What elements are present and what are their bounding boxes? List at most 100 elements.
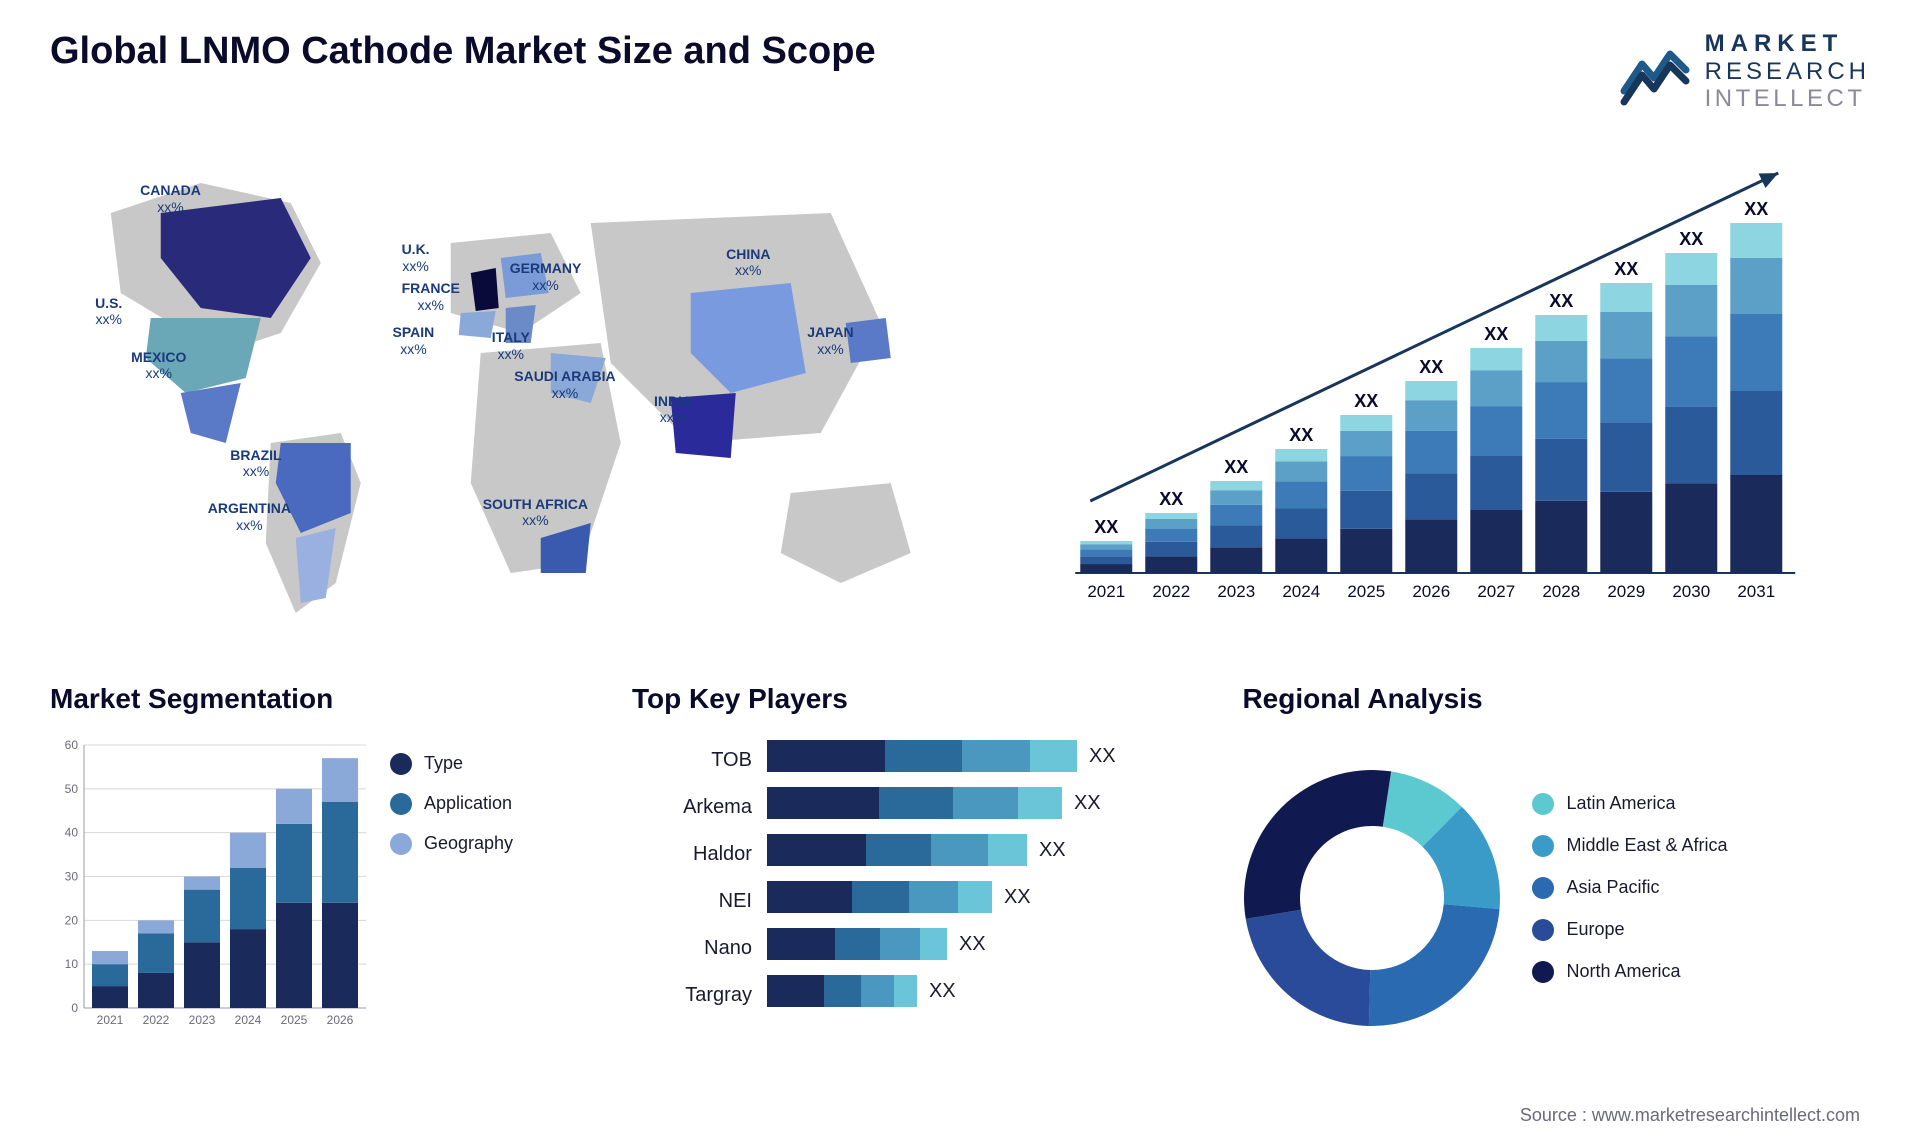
svg-text:20: 20	[65, 913, 79, 927]
player-value: XX	[1074, 792, 1101, 815]
player-bar-segment	[824, 975, 862, 1007]
growth-bar-segment	[1211, 547, 1263, 573]
segmentation-legend: Type Application Geography	[390, 733, 560, 1063]
donut-slice	[1244, 770, 1391, 919]
players-bars-column: XXXXXXXXXXXX	[767, 733, 1202, 1015]
player-label: TOB	[632, 737, 752, 784]
growth-bar-segment	[1406, 431, 1458, 473]
growth-bar-segment	[1276, 508, 1328, 538]
player-bar-segment	[988, 834, 1027, 866]
growth-bar-segment	[1731, 223, 1783, 258]
growth-bar-segment	[1211, 490, 1263, 505]
logo-text-2: RESEARCH	[1705, 58, 1870, 86]
growth-bar-segment	[1601, 492, 1653, 573]
growth-bar-segment	[1146, 513, 1198, 519]
map-svg	[50, 143, 951, 633]
growth-bar-value: XX	[1095, 517, 1119, 537]
growth-bar-segment	[1406, 381, 1458, 400]
player-bar-segment	[1018, 787, 1062, 819]
map-label: CHINAxx%	[726, 246, 770, 280]
player-bar-segment	[953, 787, 1018, 819]
seg-legend-item: Type	[390, 753, 560, 775]
growth-bar-segment	[1536, 315, 1588, 341]
segmentation-title: Market Segmentation	[50, 683, 592, 715]
growth-bar-segment	[1601, 358, 1653, 422]
growth-bar-segment	[1081, 549, 1133, 556]
player-bar-segment	[962, 740, 1030, 772]
growth-bar-segment	[1406, 400, 1458, 431]
growth-bar-segment	[1666, 483, 1718, 573]
growth-bar-segment	[1211, 481, 1263, 490]
growth-bar-segment	[1081, 556, 1133, 564]
growth-bar-value: XX	[1225, 457, 1249, 477]
player-label: Nano	[632, 925, 752, 972]
player-bar-segment	[909, 881, 959, 913]
seg-bar-segment	[184, 889, 220, 942]
player-row: XX	[767, 968, 1202, 1015]
seg-bar-segment	[276, 824, 312, 903]
growth-bar-segment	[1341, 491, 1393, 529]
svg-text:50: 50	[65, 782, 79, 796]
player-row: XX	[767, 827, 1202, 874]
growth-bar-segment	[1081, 541, 1133, 544]
growth-bar-value: XX	[1355, 391, 1379, 411]
players-label-column: TOBArkemaHaldorNEINanoTargray	[632, 733, 752, 1019]
player-bar-segment	[767, 834, 866, 866]
key-players-title: Top Key Players	[632, 683, 1202, 715]
logo-icon	[1620, 36, 1695, 106]
player-row: XX	[767, 733, 1202, 780]
seg-legend-item: Geography	[390, 833, 560, 855]
growth-bar-value: XX	[1550, 291, 1574, 311]
map-label: GERMANYxx%	[510, 260, 582, 294]
player-bar-segment	[879, 787, 953, 819]
player-value: XX	[1004, 886, 1031, 909]
seg-bar-segment	[138, 973, 174, 1008]
seg-bar-segment	[276, 903, 312, 1008]
growth-bar-segment	[1406, 519, 1458, 573]
svg-text:40: 40	[65, 825, 79, 839]
map-label: SPAINxx%	[393, 324, 435, 358]
player-bar-segment	[767, 975, 824, 1007]
svg-text:2022: 2022	[143, 1013, 170, 1027]
seg-legend-item: Application	[390, 793, 560, 815]
player-bar-segment	[880, 928, 920, 960]
growth-bar-segment	[1731, 475, 1783, 573]
map-label: INDIAxx%	[654, 393, 692, 427]
growth-bar-value: XX	[1485, 324, 1509, 344]
growth-year-label: 2024	[1283, 582, 1321, 601]
growth-bar-value: XX	[1680, 229, 1704, 249]
key-players-panel: Top Key Players TOBArkemaHaldorNEINanoTa…	[632, 683, 1202, 1063]
regional-panel: Regional Analysis Latin AmericaMiddle Ea…	[1242, 683, 1870, 1063]
growth-bar-segment	[1536, 439, 1588, 501]
seg-bar-segment	[184, 876, 220, 889]
growth-bar-segment	[1276, 481, 1328, 508]
growth-bar-segment	[1146, 556, 1198, 573]
growth-bar-value: XX	[1745, 199, 1769, 219]
growth-bar-segment	[1276, 461, 1328, 481]
growth-bar-segment	[1276, 449, 1328, 461]
player-bar-segment	[767, 787, 879, 819]
seg-bar-segment	[322, 802, 358, 903]
logo-text-3: INTELLECT	[1705, 85, 1870, 113]
logo-text-1: MARKET	[1705, 30, 1870, 58]
svg-text:2021: 2021	[97, 1013, 124, 1027]
donut-slice	[1369, 904, 1500, 1026]
growth-bar-segment	[1601, 422, 1653, 492]
growth-year-label: 2021	[1088, 582, 1126, 601]
growth-bar-segment	[1341, 415, 1393, 431]
growth-bar-segment	[1081, 544, 1133, 549]
growth-bar-segment	[1081, 564, 1133, 573]
player-label: NEI	[632, 878, 752, 925]
growth-year-label: 2028	[1543, 582, 1581, 601]
seg-bar-segment	[92, 951, 128, 964]
player-bar-segment	[885, 740, 963, 772]
player-bar-segment	[852, 881, 908, 913]
growth-bar-value: XX	[1160, 489, 1184, 509]
segmentation-chart: 0102030405060202120222023202420252026	[50, 733, 370, 1033]
growth-bar-segment	[1276, 538, 1328, 573]
svg-text:10: 10	[65, 957, 79, 971]
player-value: XX	[1089, 745, 1116, 768]
brand-logo: MARKET RESEARCH INTELLECT	[1620, 30, 1870, 113]
map-label: SAUDI ARABIAxx%	[514, 368, 615, 402]
growth-bar-segment	[1731, 258, 1783, 314]
